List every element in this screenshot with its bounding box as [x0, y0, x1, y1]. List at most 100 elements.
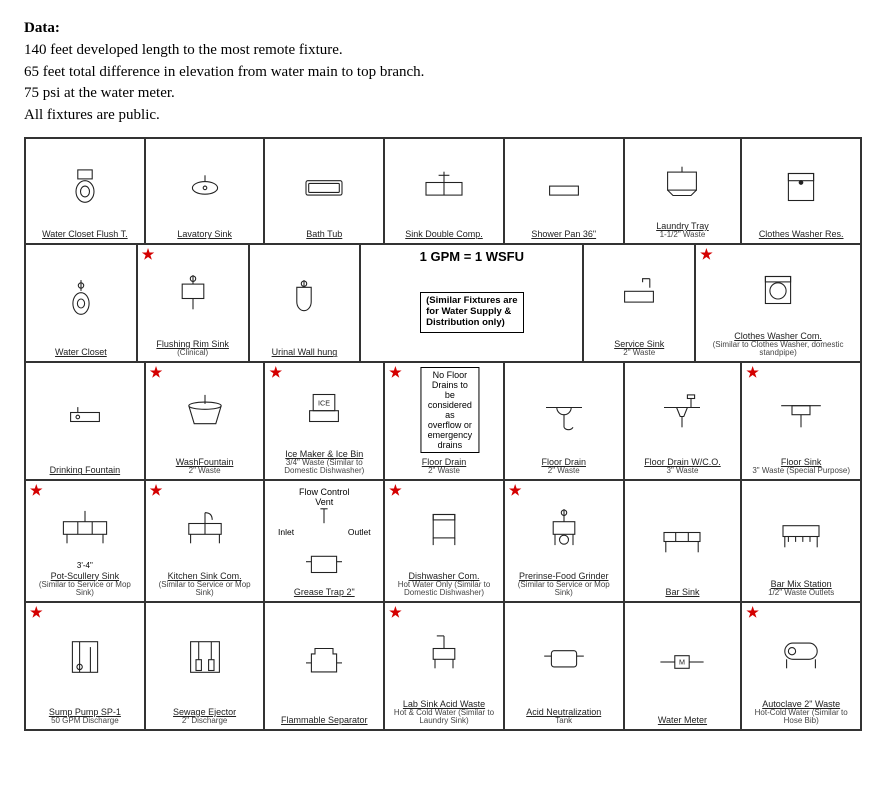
fixture-cell: Acid NeutralizationTank: [504, 602, 624, 730]
fixture-label: Flushing Rim Sink(Clinical): [141, 340, 245, 358]
sink-double-icon: [388, 143, 500, 231]
prerinse-icon: [508, 485, 620, 572]
service-sink-icon: [587, 249, 691, 340]
fixture-cell: Bar Mix Station1/2" Waste Outlets: [741, 480, 861, 602]
fixture-cell: Flammable Separator: [264, 602, 384, 730]
fixture-cell: ★Floor Sink3" Waste (Special Purpose): [741, 362, 861, 480]
fixture-cell: Service Sink2" Waste: [583, 244, 695, 362]
floor-drain2-icon: [508, 367, 620, 458]
fixture-label: Pot-Scullery Sink(Similar to Service or …: [29, 572, 141, 598]
fixture-cell: Clothes Washer Res.: [741, 138, 861, 244]
fixture-label: Service Sink2" Waste: [587, 340, 691, 358]
sump-icon: [29, 607, 141, 708]
wc-fv-icon: [29, 249, 133, 349]
fixture-label: Flammable Separator: [268, 716, 380, 725]
fixture-cell: ★Autoclave 2" WasteHot-Cold Water (Simil…: [741, 602, 861, 730]
ejector-icon: [149, 607, 261, 708]
autoclave-icon: [745, 607, 857, 700]
fixture-label: Acid NeutralizationTank: [508, 708, 620, 726]
meter-icon: M: [628, 607, 738, 717]
fixture-label: Ice Maker & Ice Bin3/4" Waste (Similar t…: [268, 450, 380, 476]
fixture-label: Bar Mix Station1/2" Waste Outlets: [745, 580, 857, 598]
dimension-label: 3'-4": [29, 561, 141, 570]
svg-text:ICE: ICE: [318, 398, 330, 407]
chart-row: ★Sump Pump SP-150 GPM DischargeSewage Ej…: [25, 602, 861, 730]
fixture-label: Kitchen Sink Com.(Similar to Service or …: [149, 572, 261, 598]
wash-fountain-icon: [149, 367, 261, 458]
data-line-1: 65 feet total difference in elevation fr…: [24, 62, 868, 84]
fixture-label: Lab Sink Acid WasteHot & Cold Water (Sim…: [388, 700, 500, 726]
fixture-cell: ★ICEIce Maker & Ice Bin3/4" Waste (Simil…: [264, 362, 384, 480]
fixture-cell: Sink Double Comp.: [384, 138, 504, 244]
fixture-cell: Drinking Fountain: [25, 362, 145, 480]
chart-row: Water Closet ★Flushing Rim Sink(Clinical)…: [25, 244, 861, 362]
kitchen-sink-icon: [149, 485, 261, 572]
fixture-chart: Water Closet Flush T. Lavatory Sink Bath T…: [24, 137, 862, 731]
chart-row: Drinking Fountain★WashFountain2" Waste★I…: [25, 362, 861, 480]
washer-res-icon: [745, 143, 857, 231]
tub-icon: [268, 143, 380, 231]
data-line-0: 140 feet developed length to the most re…: [24, 40, 868, 62]
fixture-label: Autoclave 2" WasteHot-Cold Water (Simila…: [745, 700, 857, 726]
chart-row: ★3'-4"Pot-Scullery Sink(Similar to Servi…: [25, 480, 861, 602]
fixture-label: Water Closet: [29, 348, 133, 357]
fixture-cell: ★Prerinse-Food Grinder(Similar to Servic…: [504, 480, 624, 602]
fixture-cell: Bath Tub: [264, 138, 384, 244]
urinal-icon: [253, 249, 357, 349]
fixture-label: Dishwasher Com.Hot Water Only (Similar t…: [388, 572, 500, 598]
washer-com-icon: [699, 249, 857, 332]
fixture-label: Floor Sink3" Waste (Special Purpose): [745, 458, 857, 476]
fixture-label: Laundry Tray1-1/2" Waste: [628, 222, 738, 240]
fixture-cell: ★Flushing Rim Sink(Clinical): [137, 244, 249, 362]
floor-drain-co-icon: [628, 367, 738, 458]
no-floor-drain-note: No Floor Drains to be considered as over…: [420, 367, 479, 453]
fixture-label: Floor Drain2" Waste: [508, 458, 620, 476]
floor-sink-icon: [745, 367, 857, 458]
fixture-cell: Bar Sink: [624, 480, 742, 602]
fixture-label: Drinking Fountain: [29, 466, 141, 475]
fixture-cell: ★Lab Sink Acid WasteHot & Cold Water (Si…: [384, 602, 504, 730]
fixture-cell: Water Closet Flush T.: [25, 138, 145, 244]
fixture-cell: Shower Pan 36": [504, 138, 624, 244]
flam-sep-icon: [268, 607, 380, 717]
wc-tank-icon: [29, 143, 141, 231]
fixture-label: Sump Pump SP-150 GPM Discharge: [29, 708, 141, 726]
fixture-cell: ★No Floor Drains to be considered as ove…: [384, 362, 504, 480]
fixture-cell: MWater Meter: [624, 602, 742, 730]
fixture-label: Bath Tub: [268, 230, 380, 239]
fixture-cell: ★Dishwasher Com.Hot Water Only (Similar …: [384, 480, 504, 602]
fixture-cell: ★3'-4"Pot-Scullery Sink(Similar to Servi…: [25, 480, 145, 602]
fixture-cell: Urinal Wall hung: [249, 244, 361, 362]
data-line-2: 75 psi at the water meter.: [24, 83, 868, 105]
fixture-cell: Flow ControlVent InletOutlet Grease Trap…: [264, 480, 384, 602]
fixture-cell: Laundry Tray1-1/2" Waste: [624, 138, 742, 244]
fixture-label: Shower Pan 36": [508, 230, 620, 239]
fixture-cell: Lavatory Sink: [145, 138, 265, 244]
bar-sink-icon: [628, 485, 738, 589]
fixture-cell: Floor Drain2" Waste: [504, 362, 624, 480]
fixture-cell: Sewage Ejector2" Discharge: [145, 602, 265, 730]
fixture-label: Water Meter: [628, 716, 738, 725]
fixture-label: Sewage Ejector2" Discharge: [149, 708, 261, 726]
fixture-label: Urinal Wall hung: [253, 348, 357, 357]
data-title: Data:: [24, 18, 868, 40]
fixture-label: WashFountain2" Waste: [149, 458, 261, 476]
fixture-label: Sink Double Comp.: [388, 230, 500, 239]
fixture-cell: Floor Drain W/C.O.3" Waste: [624, 362, 742, 480]
grease-icon: Flow ControlVent InletOutlet: [268, 485, 380, 589]
fixture-label: Lavatory Sink: [149, 230, 261, 239]
flush-rim-icon: [141, 249, 245, 340]
fixture-label: Grease Trap 2": [268, 588, 380, 597]
bar-mix-icon: [745, 485, 857, 580]
fixture-cell: 1 GPM = 1 WSFU (Similar Fixtures are for …: [360, 244, 583, 362]
fixture-cell: ★Sump Pump SP-150 GPM Discharge: [25, 602, 145, 730]
data-line-3: All fixtures are public.: [24, 105, 868, 127]
similar-fixtures-note: (Similar Fixtures are for Water Supply &…: [420, 292, 523, 333]
dishwasher-icon: [388, 485, 500, 572]
fixture-label: Floor Drain W/C.O.3" Waste: [628, 458, 738, 476]
fixture-label: Clothes Washer Res.: [745, 230, 857, 239]
pot-sink-icon: 3'-4": [29, 485, 141, 572]
data-header: Data: 140 feet developed length to the m…: [24, 18, 868, 127]
equation-text: 1 GPM = 1 WSFU: [361, 249, 582, 264]
fixture-label: Prerinse-Food Grinder(Similar to Service…: [508, 572, 620, 598]
